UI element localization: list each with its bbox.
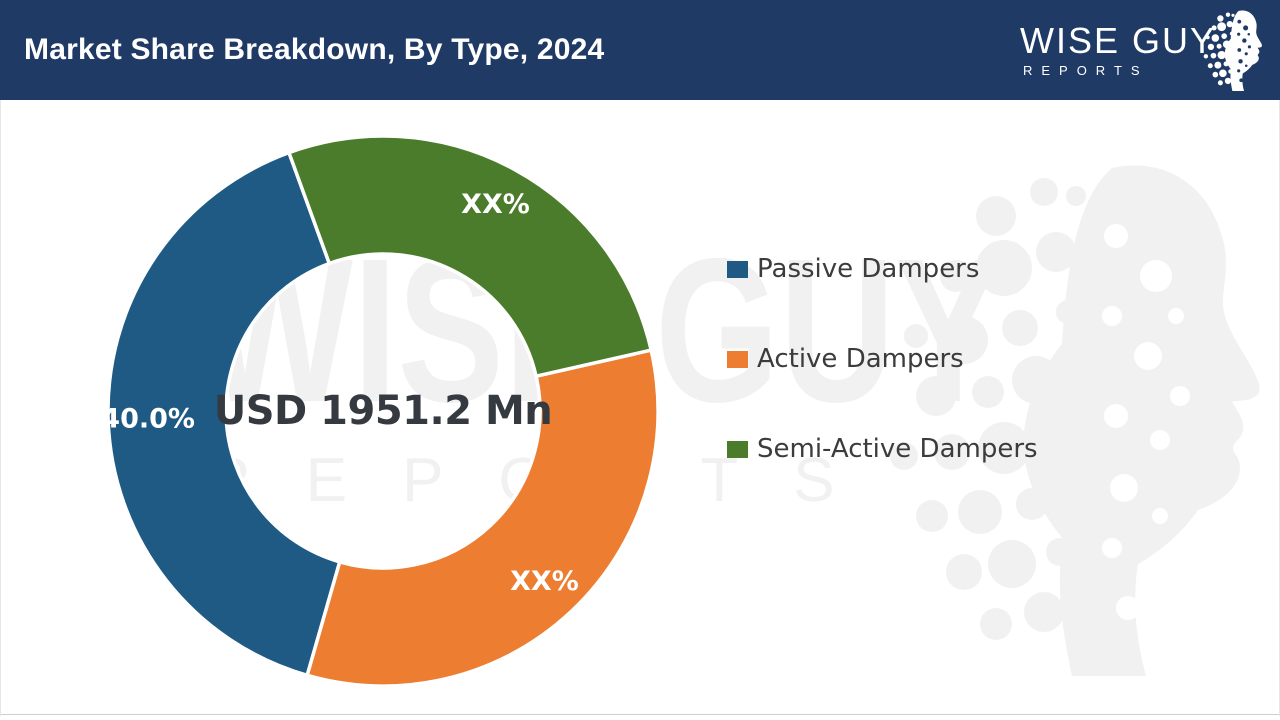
chart-area: WISE GUY REPORTS 40.0%XX%XX% USD 1951.2 … [0,100,1280,720]
wiseguy-face-icon [1200,9,1266,91]
segment-value-label: XX% [461,189,530,220]
logo-subtitle: REPORTS [1022,62,1149,78]
legend-item: Active Dampers [727,342,1038,376]
donut-segment-semi-active-dampers [287,134,653,378]
donut-segment-active-dampers [305,348,660,688]
legend: Passive Dampers Active Dampers Semi-Active… [727,252,1038,522]
legend-swatch [727,350,748,368]
left-border-line [0,100,1,716]
legend-item: Passive Dampers [727,252,1038,286]
logo-wordmark: WISE GUY [1019,19,1216,61]
legend-label: Semi-Active Dampers [757,434,1038,464]
bottom-border-line [0,714,1280,715]
donut-center-value: USD 1951.2 Mn [213,388,553,434]
legend-item: Semi-Active Dampers [727,432,1038,466]
header: Market Share Breakdown, By Type, 2024 WI… [0,0,1280,100]
donut-chart: 40.0% XX% XX% [101,134,660,688]
segment-value-label: 40.0% [101,404,195,435]
wiseguy-logo: WISE GUY REPORTS [1020,9,1266,91]
donut-segment-passive-dampers [106,150,342,678]
legend-label: Active Dampers [757,344,964,374]
legend-label: Passive Dampers [757,254,980,284]
legend-swatch [727,440,748,458]
chart-title: Market Share Breakdown, By Type, 2024 [24,33,605,66]
logo-text: WISE GUY REPORTS [1019,19,1216,78]
legend-swatch [727,260,748,278]
segment-value-label: XX% [510,566,579,597]
